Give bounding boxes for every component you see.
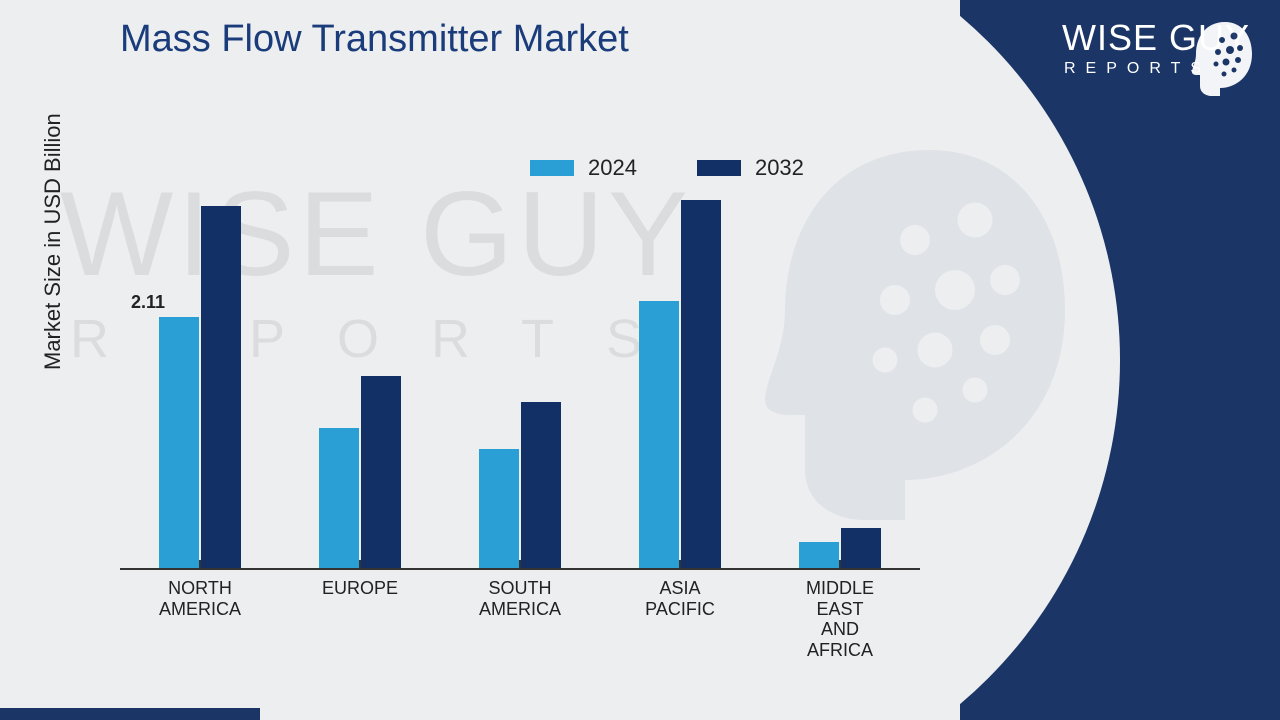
bar-group xyxy=(319,376,401,568)
bar xyxy=(639,301,679,568)
bar xyxy=(681,200,721,568)
bar-chart: Market Size in USD Billion 2024 2032 2.1… xyxy=(50,160,930,680)
plot-area: 2.11 xyxy=(120,190,920,570)
x-axis-labels: NORTH AMERICA EUROPE SOUTH AMERICAASIA PAC… xyxy=(120,578,920,678)
bar-group xyxy=(479,402,561,568)
panel-circle-cutout xyxy=(960,0,1120,720)
x-axis-label: EUROPE xyxy=(285,578,435,599)
bar xyxy=(319,428,359,568)
canvas: WISE GUY REPORTS WISE GUY REPORTS xyxy=(0,0,1280,720)
brand-logo: WISE GUY REPORTS xyxy=(1062,20,1250,78)
bottom-accent-stripe xyxy=(0,708,260,720)
legend: 2024 2032 xyxy=(530,155,804,181)
bar xyxy=(159,317,199,568)
bar-group xyxy=(799,528,881,568)
x-axis-label: ASIA PACIFIC xyxy=(605,578,755,619)
legend-label-2032: 2032 xyxy=(755,155,804,181)
bar xyxy=(799,542,839,568)
bar xyxy=(201,206,241,568)
legend-item-2024: 2024 xyxy=(530,155,637,181)
x-axis-label: SOUTH AMERICA xyxy=(445,578,595,619)
bar-group xyxy=(159,206,241,568)
legend-label-2024: 2024 xyxy=(588,155,637,181)
bar xyxy=(479,449,519,568)
right-panel xyxy=(960,0,1280,720)
y-axis-label: Market Size in USD Billion xyxy=(40,113,66,370)
bar xyxy=(361,376,401,568)
legend-swatch-2032 xyxy=(697,160,741,176)
chart-title: Mass Flow Transmitter Market xyxy=(120,18,629,61)
bar xyxy=(841,528,881,568)
legend-swatch-2024 xyxy=(530,160,574,176)
x-axis-label: NORTH AMERICA xyxy=(125,578,275,619)
legend-item-2032: 2032 xyxy=(697,155,804,181)
x-axis-label: MIDDLE EAST AND AFRICA xyxy=(765,578,915,661)
bar-group xyxy=(639,200,721,568)
brand-head-icon xyxy=(1190,20,1260,100)
bar xyxy=(521,402,561,568)
